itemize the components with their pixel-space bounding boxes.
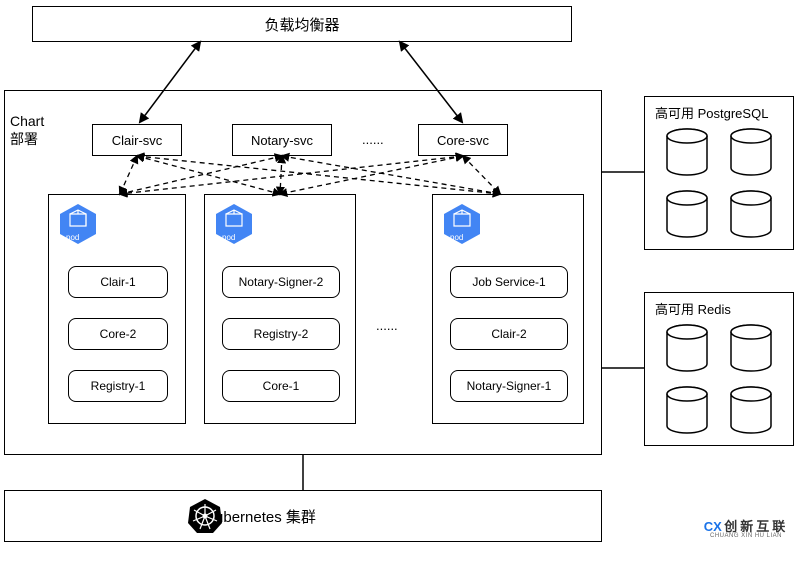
svc-ellipsis: ...... <box>362 132 384 147</box>
postgresql-title: 高可用 PostgreSQL <box>655 103 768 122</box>
svc-clair-label: Clair-svc <box>112 133 163 148</box>
pod1-c-label: Registry-1 <box>91 379 146 393</box>
db-cylinder-icon <box>664 190 710 238</box>
pod-icon: pod <box>440 202 484 246</box>
pod-icon: pod <box>56 202 100 246</box>
pods-ellipsis: ...... <box>376 318 398 333</box>
db-cylinder-icon <box>728 324 774 372</box>
db-cylinder-icon <box>664 386 710 434</box>
pod3-item-b: Clair-2 <box>450 318 568 350</box>
db-cylinder-icon <box>728 128 774 176</box>
pod-badge-text-1: pod <box>66 233 79 242</box>
svc-core-box: Core-svc <box>418 124 508 156</box>
pod1-item-c: Registry-1 <box>68 370 168 402</box>
redis-title: 高可用 Redis <box>655 299 731 318</box>
k8s-cluster-box: Kubernetes 集群 <box>4 490 602 542</box>
load-balancer-box: 负载均衡器 <box>32 6 572 42</box>
pod1-b-label: Core-2 <box>100 327 137 341</box>
pod2-b-label: Registry-2 <box>254 327 309 341</box>
watermark: CX 创新互联 CHUANG XIN HU LIAN <box>698 520 794 539</box>
k8s-icon <box>185 496 225 536</box>
db-cylinder-icon <box>664 128 710 176</box>
pod3-c-label: Notary-Signer-1 <box>467 379 552 393</box>
pod2-item-a: Notary-Signer-2 <box>222 266 340 298</box>
watermark-sub: CHUANG XIN HU LIAN <box>698 533 794 539</box>
pod-icon: pod <box>212 202 256 246</box>
pod1-a-label: Clair-1 <box>100 275 135 289</box>
pod1-item-a: Clair-1 <box>68 266 168 298</box>
svc-notary-label: Notary-svc <box>251 133 313 148</box>
pod3-b-label: Clair-2 <box>491 327 526 341</box>
pod3-item-c: Notary-Signer-1 <box>450 370 568 402</box>
pod3-item-a: Job Service-1 <box>450 266 568 298</box>
pod-badge-text-2: pod <box>222 233 235 242</box>
load-balancer-label: 负载均衡器 <box>264 14 339 35</box>
watermark-brand: 创新互联 <box>724 519 788 534</box>
watermark-logo: CX <box>704 519 722 534</box>
svc-clair-box: Clair-svc <box>92 124 182 156</box>
db-cylinder-icon <box>728 386 774 434</box>
pod3-a-label: Job Service-1 <box>472 275 545 289</box>
pod1-item-b: Core-2 <box>68 318 168 350</box>
pod2-item-b: Registry-2 <box>222 318 340 350</box>
svc-notary-box: Notary-svc <box>232 124 332 156</box>
db-cylinder-icon <box>664 324 710 372</box>
pod2-item-c: Core-1 <box>222 370 340 402</box>
pod-badge-text-3: pod <box>450 233 463 242</box>
pod2-c-label: Core-1 <box>263 379 300 393</box>
pod2-a-label: Notary-Signer-2 <box>239 275 324 289</box>
svc-core-label: Core-svc <box>437 133 489 148</box>
db-cylinder-icon <box>728 190 774 238</box>
chart-deploy-label: Chart 部署 <box>10 112 44 148</box>
